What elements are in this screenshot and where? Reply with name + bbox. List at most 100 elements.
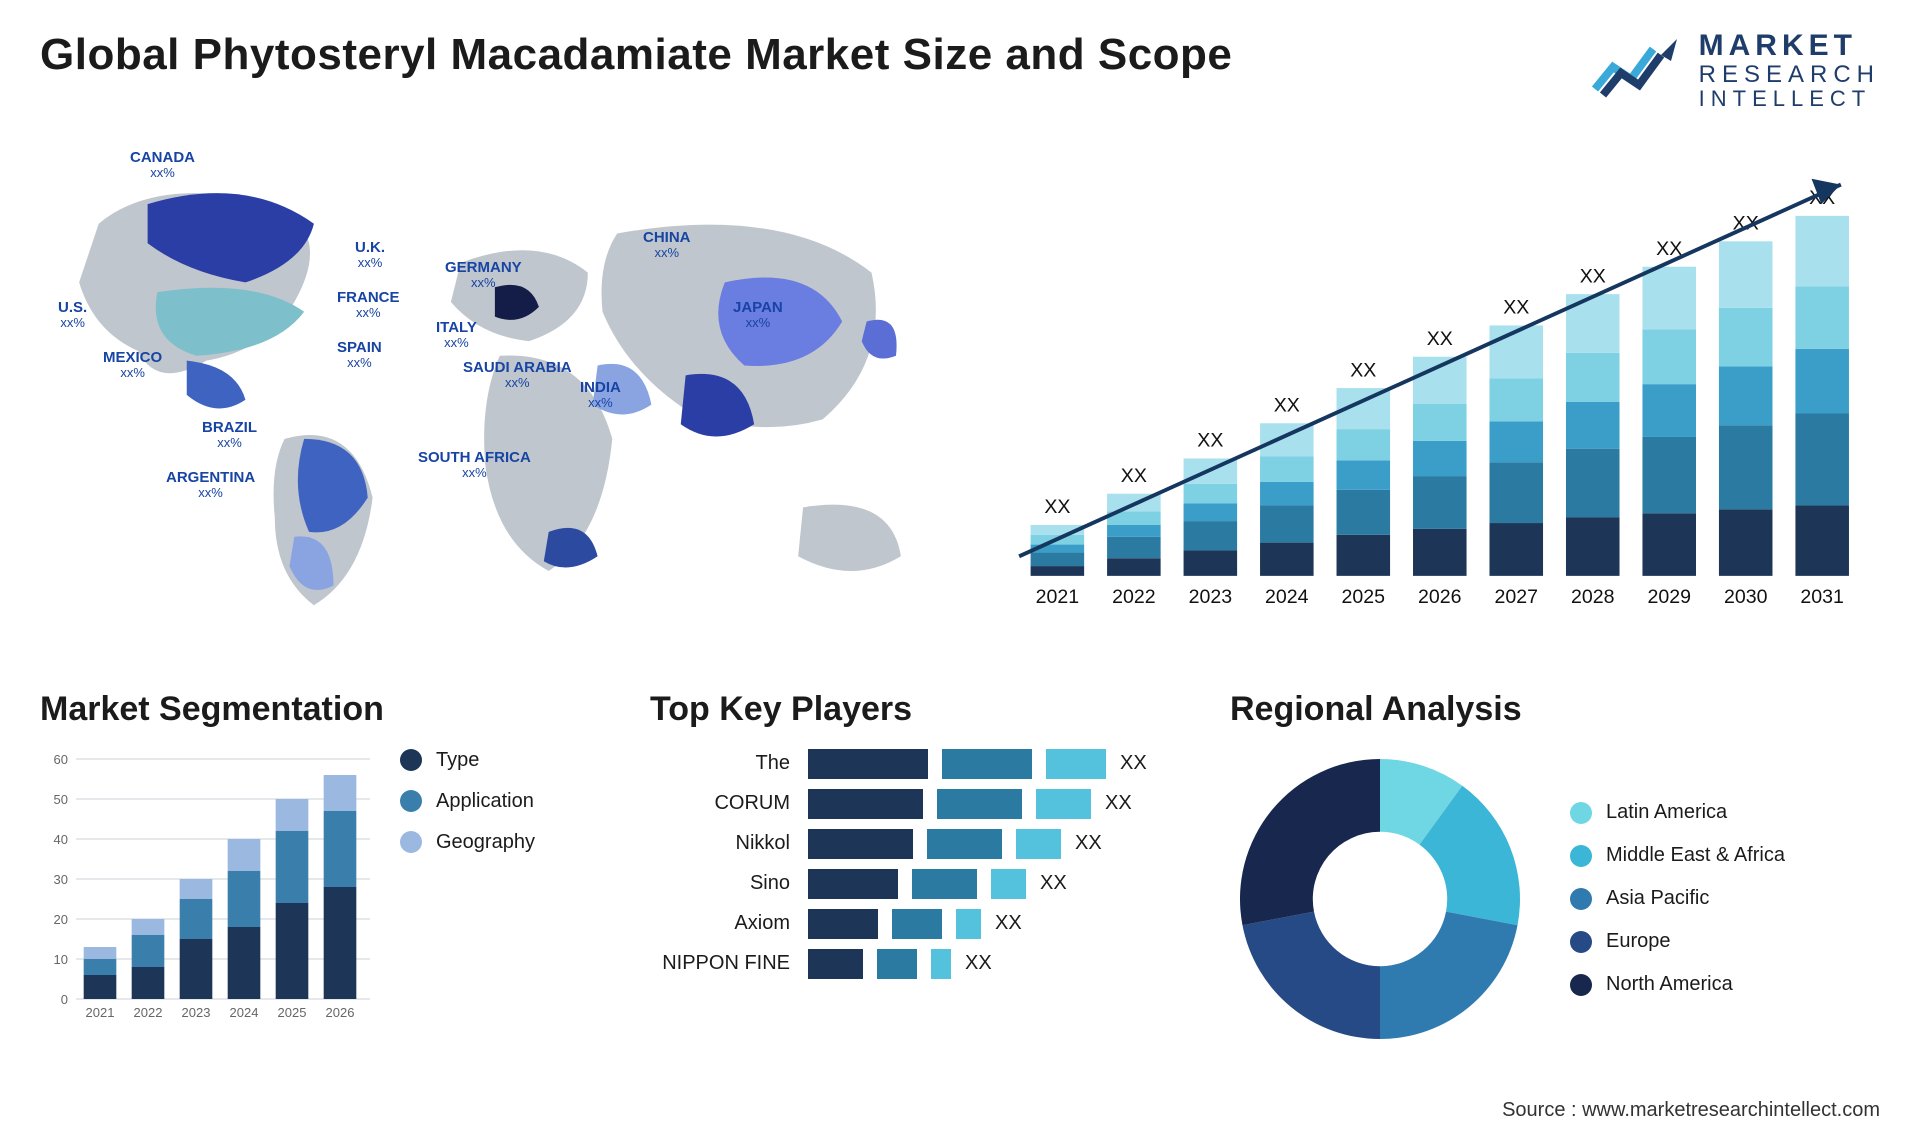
keyplayer-row: NIPPON FINE XX [650,949,1170,979]
svg-text:0: 0 [61,992,68,1007]
keyplayer-row: Nikkol XX [650,829,1170,859]
map-label: ITALYxx% [436,320,477,351]
regional-legend: Latin America Middle East & Africa Asia Pa… [1570,801,1785,996]
svg-text:30: 30 [54,872,68,887]
keyplayer-bar-segment [942,749,1032,779]
map-label: SOUTH AFRICAxx% [418,450,531,481]
svg-text:2028: 2028 [1571,586,1615,608]
svg-text:XX: XX [1044,496,1070,518]
keyplayer-value: XX [995,912,1022,935]
keyplayer-bar-segment [937,789,1022,819]
growth-chart: XX 2021 XX 2022 XX 2023 XX 2024 XX 2025 XX 2026 XX 20… [980,140,1880,640]
keyplayer-bar-segment [808,909,878,939]
regional-legend-item: Latin America [1570,801,1785,824]
growth-chart-svg: XX 2021 XX 2022 XX 2023 XX 2024 XX 2025 XX 2026 XX 20… [980,140,1880,640]
keyplayer-bar-segment [808,949,863,979]
svg-text:40: 40 [54,832,68,847]
svg-text:2030: 2030 [1724,586,1768,608]
map-label: CANADAxx% [130,150,195,181]
svg-text:2023: 2023 [182,1005,211,1020]
keyplayer-value: XX [1105,792,1132,815]
svg-text:20: 20 [54,912,68,927]
map-label: INDIAxx% [580,380,621,411]
keyplayer-bar-segment [808,749,928,779]
keyplayer-bar-segment [991,869,1026,899]
keyplayer-bar-segment [808,869,898,899]
keyplayer-bar-segment [808,789,923,819]
keyplayer-label: NIPPON FINE [650,952,790,975]
svg-text:XX: XX [1503,296,1529,318]
regional-legend-item: Europe [1570,930,1785,953]
svg-text:XX: XX [1350,359,1376,381]
svg-text:2024: 2024 [230,1005,259,1020]
keyplayer-label: Nikkol [650,832,790,855]
brand-logo: MARKET RESEARCH INTELLECT [1591,30,1880,110]
logo-line3: INTELLECT [1699,87,1880,110]
keyplayer-label: The [650,752,790,775]
keyplayer-label: Axiom [650,912,790,935]
keyplayer-row: The XX [650,749,1170,779]
svg-text:XX: XX [1580,265,1606,287]
map-label: FRANCExx% [337,290,400,321]
map-label: SPAINxx% [337,340,382,371]
regional-donut [1230,749,1530,1049]
keyplayer-bar-segment [956,909,981,939]
keyplayer-bar-segment [927,829,1002,859]
page-title: Global Phytosteryl Macadamiate Market Si… [40,30,1232,80]
logo-line1: MARKET [1699,30,1880,62]
regional-legend-item: Middle East & Africa [1570,844,1785,867]
svg-text:60: 60 [54,752,68,767]
svg-text:2025: 2025 [1342,586,1386,608]
logo-icon [1591,35,1681,105]
keyplayer-value: XX [1120,752,1147,775]
map-label: ARGENTINAxx% [166,470,255,501]
svg-text:XX: XX [1427,328,1453,350]
keyplayer-bar-segment [1036,789,1091,819]
keyplayer-label: Sino [650,872,790,895]
keyplayers-title: Top Key Players [650,690,1170,729]
svg-text:2026: 2026 [326,1005,355,1020]
map-label: U.K.xx% [355,240,385,271]
svg-text:10: 10 [54,952,68,967]
svg-text:2021: 2021 [86,1005,115,1020]
map-label: SAUDI ARABIAxx% [463,360,572,391]
svg-text:2029: 2029 [1647,586,1690,608]
keyplayer-value: XX [1075,832,1102,855]
map-label: MEXICOxx% [103,350,162,381]
map-label: U.S.xx% [58,300,87,331]
keyplayer-bar-segment [892,909,942,939]
svg-text:2022: 2022 [1112,586,1155,608]
svg-text:XX: XX [1121,465,1147,487]
regional-title: Regional Analysis [1230,690,1880,729]
keyplayer-value: XX [965,952,992,975]
svg-text:2022: 2022 [134,1005,163,1020]
svg-text:XX: XX [1274,394,1300,416]
keyplayer-bar-segment [912,869,977,899]
keyplayer-bar-segment [808,829,913,859]
map-label: CHINAxx% [643,230,691,261]
regional-legend-item: Asia Pacific [1570,887,1785,910]
svg-text:2026: 2026 [1418,586,1462,608]
keyplayers-panel: Top Key Players TheXXCORUMXXNikkolXXSino… [650,690,1170,1049]
svg-text:2023: 2023 [1189,586,1233,608]
segmentation-panel: Market Segmentation 01020304050602021202… [40,690,590,1049]
svg-text:2025: 2025 [278,1005,307,1020]
keyplayer-row: Axiom XX [650,909,1170,939]
logo-line2: RESEARCH [1699,62,1880,87]
segmentation-title: Market Segmentation [40,690,590,729]
regional-legend-item: North America [1570,973,1785,996]
keyplayer-row: Sino XX [650,869,1170,899]
keyplayer-label: CORUM [650,792,790,815]
segmentation-legend: TypeApplicationGeography [400,749,535,854]
svg-text:2024: 2024 [1265,586,1309,608]
map-label: JAPANxx% [733,300,783,331]
segmentation-legend-item: Application [400,790,535,813]
regional-panel: Regional Analysis Latin America Middle Ea… [1230,690,1880,1049]
keyplayer-bar-segment [1046,749,1106,779]
keyplayer-value: XX [1040,872,1067,895]
segmentation-legend-item: Geography [400,831,535,854]
keyplayer-bar-segment [877,949,917,979]
keyplayers-chart: TheXXCORUMXXNikkolXXSinoXXAxiomXXNIPPON … [650,749,1170,979]
svg-text:2021: 2021 [1036,586,1079,608]
keyplayer-row: CORUM XX [650,789,1170,819]
